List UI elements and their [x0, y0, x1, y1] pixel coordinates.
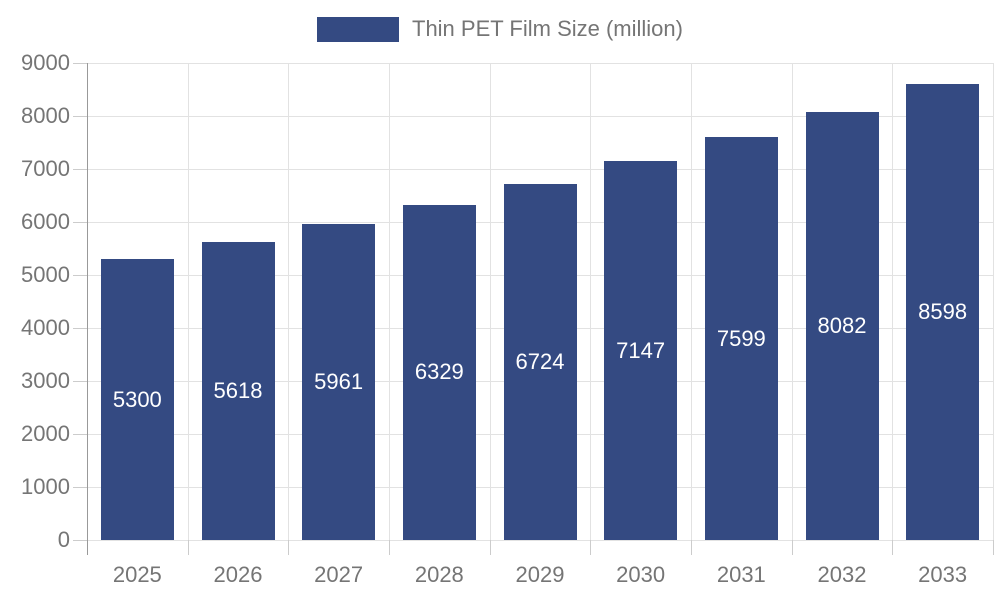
- y-axis-label: 8000: [21, 103, 70, 128]
- x-axis-tick: [489, 540, 491, 555]
- bar-2028: [402, 204, 476, 540]
- bar-value-label: 5961: [314, 369, 364, 395]
- bar-2031: [704, 137, 778, 540]
- bar-2029: [503, 183, 577, 540]
- bar-2032: [805, 111, 879, 540]
- y-axis-line: [87, 63, 88, 555]
- x-axis-tick: [791, 540, 793, 555]
- y-axis-tick: [73, 63, 87, 64]
- x-axis-label: 2030: [616, 562, 666, 587]
- y-axis-label: 0: [57, 527, 70, 552]
- y-axis-label: 1000: [21, 474, 70, 499]
- bar-2030: [604, 161, 678, 540]
- y-axis-tick: [73, 275, 87, 276]
- bar-value-label: 5300: [112, 386, 162, 412]
- bar-value-label: 7147: [616, 337, 666, 363]
- y-axis-tick: [73, 222, 87, 223]
- y-axis-tick: [73, 540, 87, 541]
- y-axis-tick: [73, 487, 87, 488]
- bar-2025: [100, 259, 174, 540]
- x-axis-label: 2032: [817, 562, 867, 587]
- x-axis-label: 2028: [414, 562, 464, 587]
- x-axis-label: 2029: [515, 562, 565, 587]
- y-axis-tick: [73, 169, 87, 170]
- x-gridline: [590, 63, 592, 540]
- x-gridline: [389, 63, 390, 540]
- y-axis-label: 7000: [21, 156, 70, 181]
- bar-value-label: 7599: [716, 325, 766, 351]
- x-gridline: [489, 63, 491, 540]
- y-gridline: [87, 116, 993, 117]
- x-axis-label: 2031: [716, 562, 766, 587]
- y-axis-label: 6000: [21, 209, 70, 234]
- x-axis-tick: [691, 540, 692, 555]
- y-axis-label: 9000: [21, 50, 70, 75]
- bar-2026: [201, 242, 275, 540]
- x-gridline: [892, 63, 894, 540]
- x-gridline: [791, 63, 793, 540]
- legend-label: Thin PET Film Size (million): [412, 16, 683, 41]
- x-gridline: [691, 63, 692, 540]
- bar-value-label: 8598: [918, 299, 968, 325]
- x-axis-label: 2033: [918, 562, 968, 587]
- y-axis-tick: [73, 434, 87, 435]
- y-gridline: [87, 540, 993, 541]
- x-axis-tick: [288, 540, 290, 555]
- bar-2027: [302, 224, 376, 540]
- bar-value-label: 6724: [515, 348, 565, 374]
- y-axis-label: 4000: [21, 315, 70, 340]
- legend-item[interactable]: Thin PET Film Size (million): [0, 16, 1000, 42]
- y-axis-tick: [73, 328, 87, 329]
- y-axis-label: 3000: [21, 368, 70, 393]
- x-axis-tick: [993, 540, 994, 555]
- x-axis-tick: [892, 540, 894, 555]
- x-axis-tick: [590, 540, 592, 555]
- x-axis-tick: [187, 540, 189, 555]
- x-axis-label: 2026: [213, 562, 263, 587]
- bar-2033: [906, 84, 980, 540]
- x-axis-label: 2027: [314, 562, 364, 587]
- bar-value-label: 6329: [414, 359, 464, 385]
- y-axis-tick: [73, 116, 87, 117]
- y-gridline: [87, 169, 993, 170]
- bar-value-label: 5618: [213, 378, 263, 404]
- x-gridline: [993, 63, 994, 540]
- y-axis-tick: [73, 381, 87, 382]
- y-axis-label: 5000: [21, 262, 70, 287]
- x-gridline: [187, 63, 189, 540]
- x-axis-label: 2025: [112, 562, 162, 587]
- bar-value-label: 8082: [817, 312, 867, 338]
- y-axis-label: 2000: [21, 421, 70, 446]
- y-gridline: [87, 63, 993, 64]
- x-axis-tick: [389, 540, 390, 555]
- legend-swatch-icon: [317, 16, 399, 42]
- x-gridline: [288, 63, 290, 540]
